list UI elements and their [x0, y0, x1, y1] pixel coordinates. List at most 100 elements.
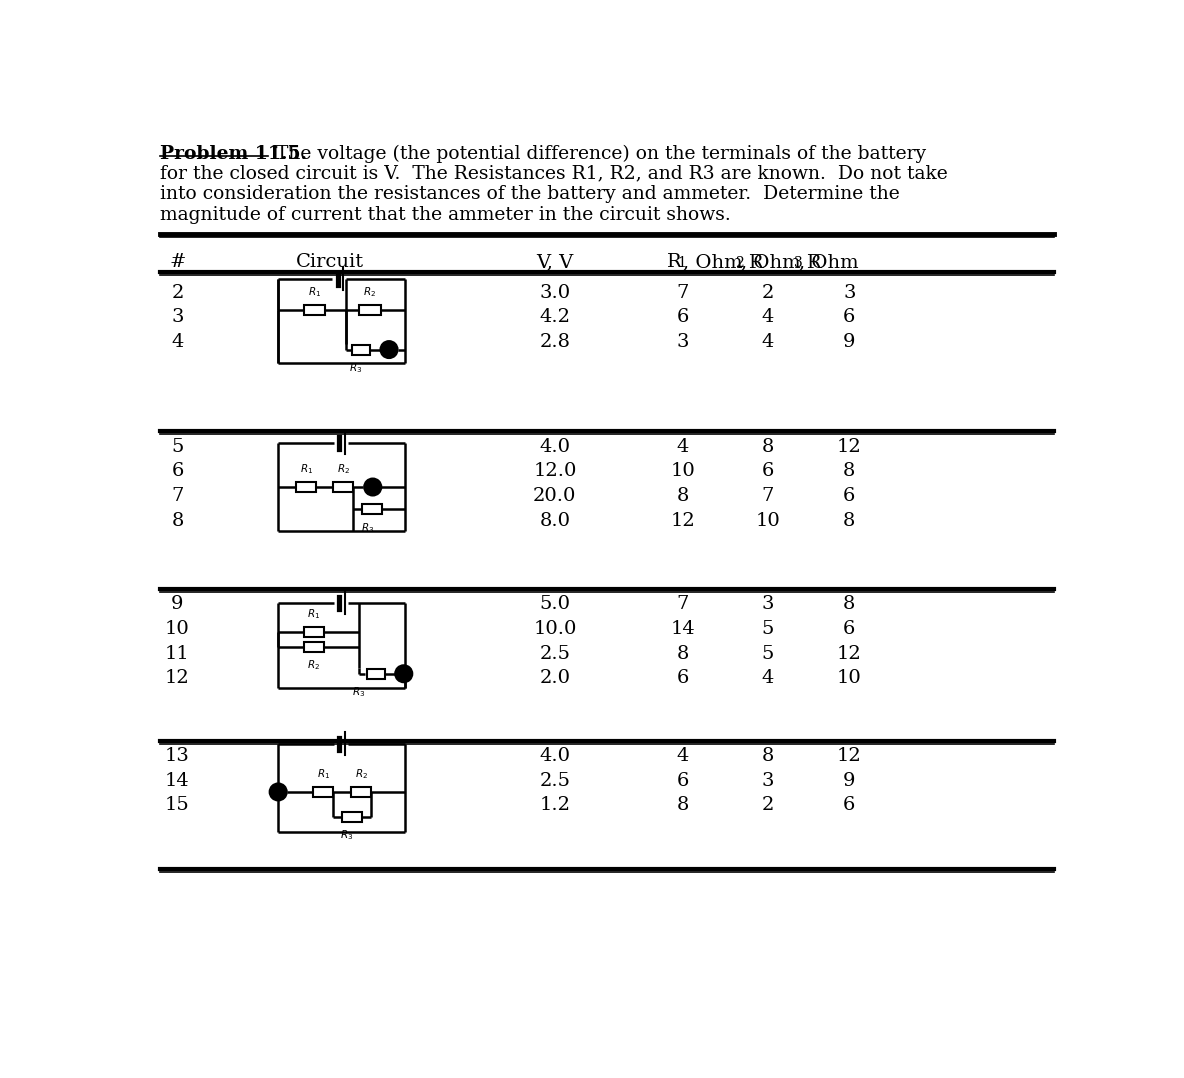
Text: 2: 2 [761, 797, 774, 814]
Text: 6: 6 [676, 772, 689, 790]
Text: 12: 12 [837, 747, 862, 765]
Text: 10: 10 [165, 620, 189, 638]
Text: $R_2$: $R_2$ [363, 285, 377, 299]
Text: $R_2$: $R_2$ [336, 462, 349, 476]
Text: 12: 12 [837, 438, 862, 456]
Text: 12: 12 [165, 669, 189, 688]
Text: 4.2: 4.2 [540, 308, 571, 327]
Circle shape [365, 479, 381, 496]
Bar [362, 505, 382, 514]
Text: 3.0: 3.0 [540, 284, 571, 302]
Circle shape [270, 784, 287, 800]
Text: 2.5: 2.5 [540, 772, 571, 790]
Text: 7: 7 [676, 595, 689, 613]
Text: 8: 8 [843, 512, 856, 529]
Text: 4: 4 [761, 669, 774, 688]
Text: 6: 6 [676, 669, 689, 688]
Text: 20.0: 20.0 [533, 487, 577, 505]
Text: 6: 6 [843, 487, 856, 505]
Text: 2: 2 [172, 284, 184, 302]
Bar [359, 305, 380, 315]
Text: A: A [275, 787, 282, 797]
Text: 8: 8 [676, 645, 689, 663]
Text: 7: 7 [172, 487, 184, 505]
Text: 6: 6 [172, 462, 184, 480]
Text: 8: 8 [676, 487, 689, 505]
Text: 5: 5 [761, 620, 774, 638]
Text: $R_1$: $R_1$ [316, 768, 330, 782]
Text: 3: 3 [761, 772, 774, 790]
Bar [350, 787, 372, 797]
Text: A: A [400, 669, 407, 678]
Bar [296, 482, 316, 492]
Bar [304, 305, 326, 315]
Text: , Ohm R: , Ohm R [683, 253, 764, 272]
Text: Problem 11.5.: Problem 11.5. [160, 144, 307, 163]
Text: for the closed circuit is V.  The Resistances R1, R2, and R3 are known.  Do not : for the closed circuit is V. The Resista… [160, 164, 947, 182]
Text: 1: 1 [677, 255, 687, 270]
Text: $R_1$: $R_1$ [308, 285, 321, 299]
Text: 8: 8 [761, 438, 774, 456]
Text: 5.0: 5.0 [540, 595, 571, 613]
Text: $R_3$: $R_3$ [352, 686, 366, 700]
Text: 8: 8 [843, 595, 856, 613]
Text: magnitude of current that the ammeter in the circuit shows.: magnitude of current that the ammeter in… [160, 206, 731, 223]
Text: 9: 9 [843, 333, 856, 350]
Text: 7: 7 [676, 284, 689, 302]
Text: 4.0: 4.0 [540, 438, 571, 456]
Text: A: A [385, 345, 393, 354]
Text: 9: 9 [172, 595, 184, 613]
Text: , Ohm R: , Ohm R [741, 253, 822, 272]
Text: 5: 5 [172, 438, 184, 456]
Text: $R_3$: $R_3$ [349, 361, 362, 375]
Bar [333, 482, 353, 492]
Text: 3: 3 [793, 255, 803, 270]
Circle shape [380, 341, 398, 358]
Text: 5: 5 [761, 645, 774, 663]
Text: 4: 4 [676, 438, 689, 456]
Bar [304, 641, 324, 652]
Text: 6: 6 [843, 797, 856, 814]
Bar [367, 668, 385, 679]
Text: R: R [668, 253, 682, 272]
Text: into consideration the resistances of the battery and ammeter.  Determine the: into consideration the resistances of th… [160, 184, 900, 203]
Bar [342, 812, 362, 821]
Text: 10.0: 10.0 [533, 620, 577, 638]
Text: 6: 6 [761, 462, 774, 480]
Text: 9: 9 [843, 772, 856, 790]
Bar [313, 787, 333, 797]
Text: 2.0: 2.0 [540, 669, 571, 688]
Circle shape [395, 665, 412, 682]
Text: $R_1$: $R_1$ [300, 462, 313, 476]
Text: $R_2$: $R_2$ [354, 768, 368, 782]
Text: The voltage (the potential difference) on the terminals of the battery: The voltage (the potential difference) o… [270, 144, 927, 163]
Text: 8.0: 8.0 [540, 512, 571, 529]
Text: 12: 12 [837, 645, 862, 663]
Text: A: A [369, 483, 377, 492]
Text: 8: 8 [761, 747, 774, 765]
Text: V, V: V, V [536, 253, 573, 272]
Text: #: # [169, 253, 186, 272]
Text: 8: 8 [676, 797, 689, 814]
Text: 3: 3 [172, 308, 184, 327]
Text: 8: 8 [843, 462, 856, 480]
Text: $R_3$: $R_3$ [361, 521, 374, 535]
Text: 3: 3 [761, 595, 774, 613]
Text: $R_2$: $R_2$ [308, 659, 321, 673]
Text: 4: 4 [761, 308, 774, 327]
Bar [352, 345, 371, 355]
Text: 7: 7 [761, 487, 774, 505]
Bar [304, 627, 324, 637]
Text: 13: 13 [165, 747, 189, 765]
Text: 6: 6 [843, 620, 856, 638]
Text: 14: 14 [670, 620, 695, 638]
Text: 10: 10 [670, 462, 695, 480]
Text: 4.0: 4.0 [540, 747, 571, 765]
Text: 4: 4 [676, 747, 689, 765]
Text: 1.2: 1.2 [540, 797, 571, 814]
Text: 10: 10 [837, 669, 862, 688]
Text: $R_1$: $R_1$ [308, 608, 321, 621]
Text: 11: 11 [165, 645, 189, 663]
Text: 6: 6 [676, 308, 689, 327]
Text: 14: 14 [165, 772, 189, 790]
